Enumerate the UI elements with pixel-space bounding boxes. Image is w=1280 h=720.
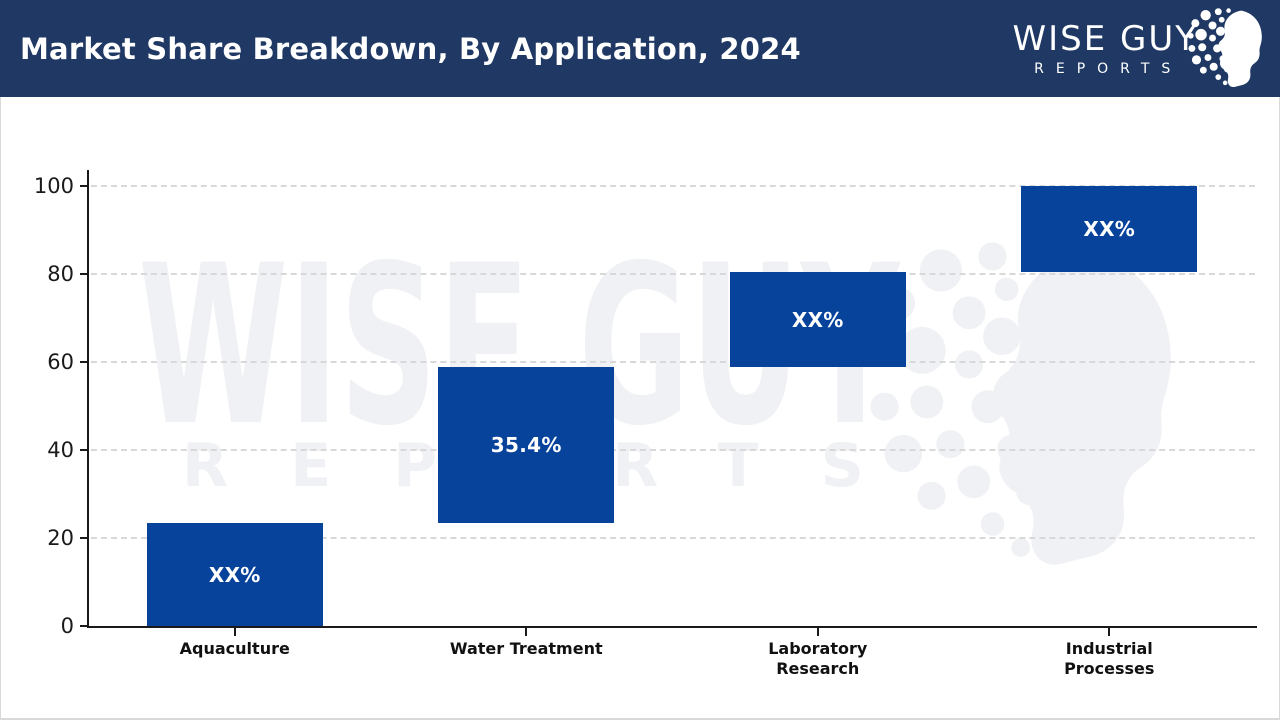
bar-value-label: XX% (1083, 217, 1136, 242)
bar: XX% (729, 272, 906, 368)
gridline (91, 449, 1255, 451)
y-tick-mark (80, 625, 88, 627)
logo-text: WISE GUY REPORTS (1012, 22, 1198, 76)
watermark-head-icon (868, 242, 1171, 565)
y-tick-label: 100 (33, 174, 74, 198)
x-category-label-line: Processes (1064, 659, 1155, 678)
bar-value-label: XX% (208, 562, 261, 587)
x-category-label-line: Laboratory (768, 639, 868, 658)
x-category-label-line: Research (776, 659, 860, 678)
x-category-label-line: Industrial (1065, 639, 1153, 658)
logo-reports-label: REPORTS (1034, 60, 1183, 77)
x-tick-mark (233, 628, 236, 636)
bar: XX% (146, 523, 323, 626)
x-tick-mark (816, 628, 819, 636)
y-axis-line (87, 170, 89, 628)
x-category-label-line: Aquaculture (179, 639, 290, 658)
wiseguy-head-icon (1187, 7, 1262, 87)
x-axis-line (87, 626, 1257, 628)
bar-value-label: XX% (791, 307, 844, 332)
x-category-label: Water Treatment (406, 639, 646, 659)
gridline (91, 185, 1255, 187)
y-tick-label: 20 (47, 526, 74, 550)
bar: XX% (1021, 186, 1198, 273)
header-bar: Market Share Breakdown, By Application, … (0, 0, 1280, 97)
y-tick-mark (80, 537, 88, 539)
wiseguy-logo: WISE GUY REPORTS (1012, 6, 1266, 92)
y-tick-label: 0 (60, 614, 74, 638)
gridline (91, 361, 1255, 363)
y-tick-mark (80, 361, 88, 363)
y-tick-mark (80, 449, 88, 451)
logo-wordmark: WISE GUY (1012, 18, 1198, 59)
page-title: Market Share Breakdown, By Application, … (20, 31, 801, 66)
gridline (91, 537, 1255, 539)
y-tick-label: 40 (47, 438, 74, 462)
bar-value-label: 35.4% (490, 433, 562, 458)
x-tick-mark (1108, 628, 1111, 636)
y-tick-mark (80, 185, 88, 187)
x-category-label: Laboratory Research (698, 639, 938, 679)
gridline (91, 273, 1255, 275)
y-tick-label: 60 (47, 350, 74, 374)
y-tick-mark (80, 273, 88, 275)
x-category-label: Aquaculture (115, 639, 355, 659)
y-tick-label: 80 (47, 262, 74, 286)
x-category-label: Industrial Processes (989, 639, 1229, 679)
x-tick-mark (525, 628, 528, 636)
x-category-label-line: Water Treatment (449, 639, 603, 658)
bar: 35.4% (438, 367, 615, 524)
